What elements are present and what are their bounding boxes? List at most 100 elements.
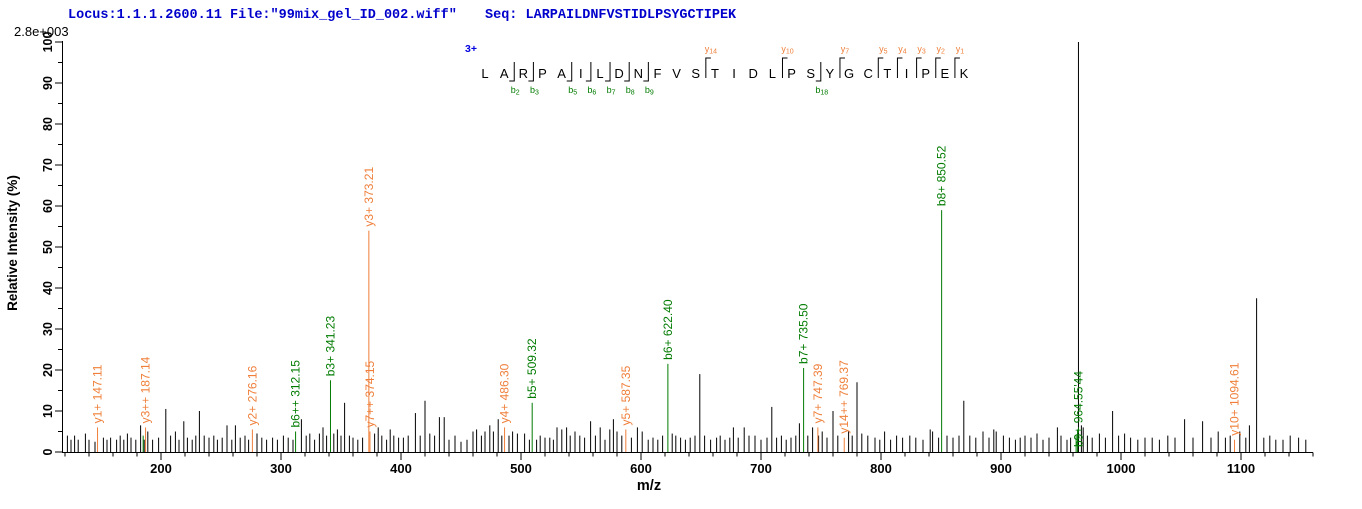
ion-mark-label: y7 [841,44,850,56]
y-ion-mark [877,57,884,78]
x-tick-label: 700 [750,461,772,476]
b-ion-mark [643,62,649,82]
peak-label: b7+ 735.50 [797,303,811,364]
b-ion-mark [528,62,534,82]
b-ion-mark [815,62,822,82]
sequence-residue: A [500,66,509,81]
x-tick-label: 600 [630,461,652,476]
sequence-residue: S [806,66,815,81]
peak-label: y2+ 276.16 [245,365,259,425]
sequence-residue: S [691,66,700,81]
sequence-residue: L [596,66,603,81]
peak-label: y3+ 373.21 [362,167,376,227]
y-tick-label: 80 [41,117,55,131]
ion-mark-label: b7 [607,85,616,97]
peak-label: b9+ 964.55'44 [1071,371,1085,447]
ion-mark-label: b8 [626,85,635,97]
x-tick-label: 500 [510,461,532,476]
y-tick-label: 70 [41,158,55,172]
sequence-residue: E [941,66,950,81]
peak-label: y1+ 147.11 [91,364,105,423]
y-ion-mark [916,57,922,78]
ion-mark-label: b6 [587,85,596,97]
ion-mark-label: b3 [530,85,539,97]
sequence-residue: F [653,66,661,81]
y-tick-label: 100 [41,32,55,53]
peak-label: b5+ 509.32 [525,338,539,399]
locus-file-header: Locus:1.1.1.2600.11 File:"99mix_gel_ID_0… [68,8,457,23]
y-tick-label: 50 [41,240,55,254]
peak-label: y5+ 587.35 [619,365,633,425]
sequence-residue: T [711,66,719,81]
x-axis-title: m/z [637,478,661,494]
base-peak-intensity-label: 2.8e+003 [14,24,69,39]
y-tick-label: 40 [41,281,55,295]
sequence-residue: I [732,66,736,81]
x-tick-label: 1000 [1107,461,1136,476]
y-axis-title: Relative Intensity (%) [5,175,20,311]
y-ion-mark [705,57,711,78]
y-tick-label: 30 [41,322,55,336]
peak-label: b6++ 312.15 [289,360,303,428]
sequence-residue: A [557,66,566,81]
sequence-residue: N [634,66,643,81]
sequence-residue: D [614,66,623,81]
ion-mark-label: y10 [781,44,793,56]
peak-label: y3++ 187.14 [139,356,153,423]
b-ion-mark [624,62,630,82]
x-tick-label: 200 [150,461,172,476]
sequence-residue: I [579,66,583,81]
sequence-header: Seq: LARPAILDNFVSTIDLPSYGCTIPEK [485,8,737,23]
sequence-residue: I [905,66,909,81]
ion-mark-label: y4 [898,44,907,56]
sequence-residue: P [921,66,930,81]
ion-mark-label: y2 [937,44,946,56]
y-ion-mark [781,57,788,78]
sequence-residue: K [960,66,969,81]
y-axis-ticks: 0 10 20 30 40 50 60 70 80 90 100 Relative Intensity… [5,32,62,455]
x-tick-label: 1100 [1227,461,1255,476]
y-tick-label: 20 [41,363,55,377]
sequence-residue: V [672,66,681,81]
sequence-residue: L [481,66,488,81]
x-tick-label: 800 [870,461,892,476]
y-ion-mark [839,57,845,78]
peak-label: y10+ 1094.61 [1228,362,1242,435]
sequence-residue: L [769,66,776,81]
b-ion-mark [566,62,573,82]
sequence-residue: P [538,66,547,81]
sequence-annotation: 3+L A R P A I L D N F V S T I D L P S Y G C T I P E Kb2 b3 b5 b6 b7 b8… [465,43,969,97]
y-ion-mark [935,57,941,78]
annotated-peaks: y1+ 147.11 y3++ 187.14 y2+ 276.16 b6++ 312.… [91,42,1242,452]
x-axis-ticks: 200 300 400 500 600 700 800 900 1000 1100 m/z [64,452,1314,494]
ion-mark-label: b2 [511,85,520,97]
b-ion-mark [585,62,592,82]
y-ion-mark [896,57,903,78]
sequence-residue: Y [826,66,835,81]
ion-mark-label: y5 [879,44,888,56]
y-tick-label: 10 [41,404,55,418]
background-peaks [66,298,1307,452]
y-tick-label: 0 [41,448,55,455]
sequence-residue: C [864,66,873,81]
axes [62,41,1313,453]
b-ion-mark [509,62,515,82]
ion-mark-label: b9 [645,85,654,97]
x-tick-label: 400 [390,461,412,476]
y-tick-label: 60 [41,199,55,213]
peak-label: b3+ 341.23 [323,316,337,377]
peak-label: y7+ 747.39 [811,363,825,423]
sequence-residue: R [519,66,528,81]
x-tick-label: 300 [270,461,292,476]
sequence-residue: D [749,66,758,81]
peak-label: b6+ 622.40 [661,299,675,360]
ion-mark-label: y3 [917,44,926,56]
peak-label: y14++ 769.37 [837,360,851,434]
sequence-residue: T [883,66,891,81]
b-ion-mark [605,62,611,82]
precursor-charge: 3+ [465,43,477,55]
ion-mark-label: y14 [705,44,717,56]
peak-label: y4+ 486.30 [498,363,512,423]
sequence-residue: P [787,66,796,81]
